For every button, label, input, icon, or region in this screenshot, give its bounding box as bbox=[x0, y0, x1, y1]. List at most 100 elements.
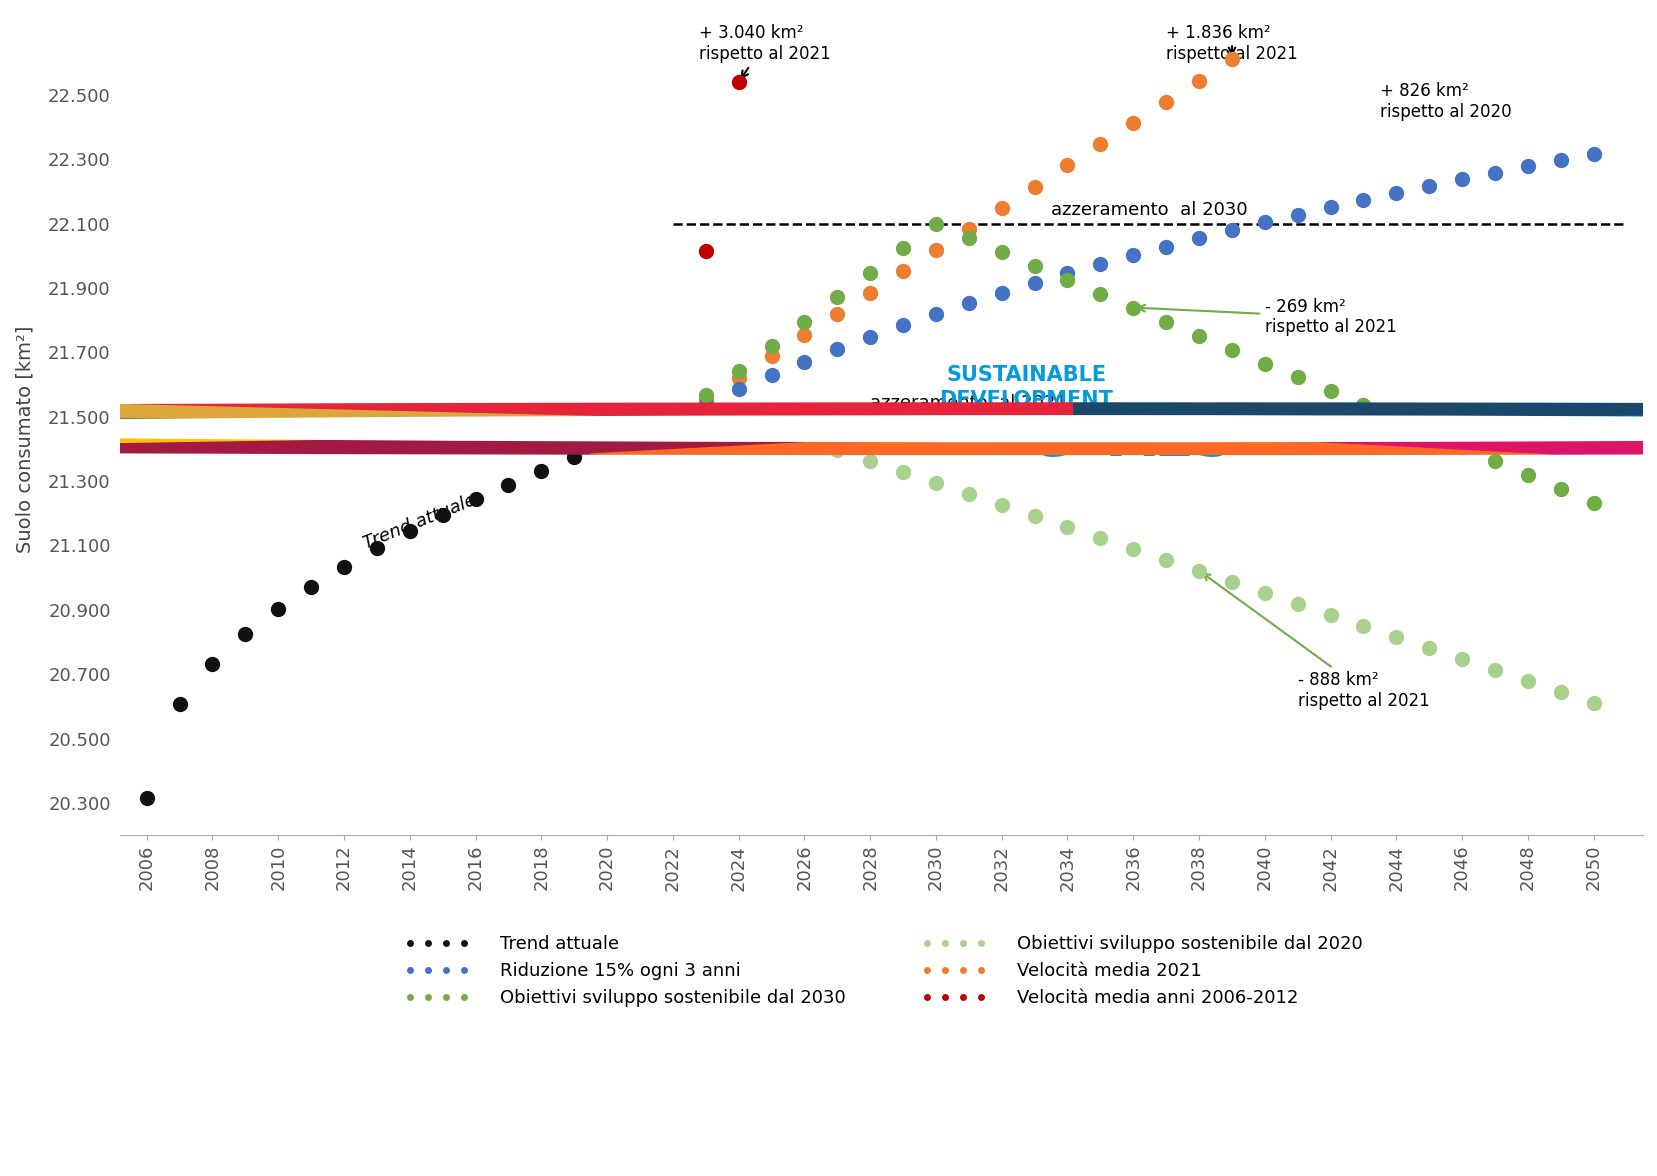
Point bbox=[1054, 263, 1080, 282]
Point bbox=[724, 368, 751, 387]
Point bbox=[790, 429, 817, 448]
Point bbox=[693, 389, 719, 408]
Point bbox=[1448, 649, 1475, 668]
Point bbox=[724, 73, 751, 92]
Point bbox=[1448, 169, 1475, 188]
Point bbox=[1481, 163, 1508, 182]
Point bbox=[1251, 583, 1278, 602]
Wedge shape bbox=[1074, 417, 1657, 429]
Point bbox=[857, 283, 883, 302]
Point bbox=[527, 461, 553, 480]
Point bbox=[1021, 274, 1047, 293]
Point bbox=[659, 410, 686, 429]
Point bbox=[1054, 517, 1080, 536]
Point bbox=[363, 539, 389, 557]
Point bbox=[1120, 114, 1147, 133]
Point bbox=[757, 338, 784, 356]
Point bbox=[1317, 606, 1344, 624]
Point bbox=[265, 600, 292, 619]
Point bbox=[560, 448, 587, 467]
Point bbox=[1546, 480, 1572, 499]
Point bbox=[1317, 198, 1344, 216]
Point bbox=[659, 410, 686, 429]
Point bbox=[1579, 693, 1606, 711]
Point bbox=[1152, 93, 1178, 112]
Wedge shape bbox=[0, 409, 1074, 429]
Point bbox=[1382, 410, 1408, 429]
Point bbox=[1481, 452, 1508, 470]
Point bbox=[1087, 528, 1114, 547]
Point bbox=[757, 419, 784, 437]
Point bbox=[954, 485, 981, 503]
Wedge shape bbox=[0, 427, 1074, 436]
Point bbox=[857, 452, 883, 470]
Point bbox=[1251, 213, 1278, 232]
Point bbox=[954, 228, 981, 247]
Point bbox=[824, 288, 850, 307]
Point bbox=[1152, 550, 1178, 569]
Wedge shape bbox=[1074, 429, 1657, 454]
Point bbox=[1415, 639, 1442, 657]
Point bbox=[1546, 682, 1572, 701]
Point bbox=[133, 789, 159, 808]
Text: SUSTAINABLE
DEVELOPMENT: SUSTAINABLE DEVELOPMENT bbox=[940, 366, 1112, 410]
Point bbox=[954, 294, 981, 313]
Point bbox=[988, 283, 1014, 302]
Point bbox=[724, 407, 751, 426]
Point bbox=[693, 386, 719, 405]
Point bbox=[988, 199, 1014, 218]
Wedge shape bbox=[1074, 429, 1657, 450]
Wedge shape bbox=[590, 429, 1556, 454]
Point bbox=[1579, 145, 1606, 163]
Point bbox=[330, 557, 356, 576]
Point bbox=[1349, 396, 1375, 415]
Point bbox=[1514, 671, 1541, 690]
Point bbox=[659, 410, 686, 429]
Point bbox=[693, 409, 719, 428]
Point bbox=[923, 473, 949, 492]
Point bbox=[1021, 178, 1047, 196]
Wedge shape bbox=[0, 405, 1074, 429]
Point bbox=[1218, 221, 1244, 240]
Point bbox=[1054, 270, 1080, 289]
Point bbox=[724, 361, 751, 380]
Point bbox=[1284, 205, 1311, 223]
Text: + 826 km²
rispetto al 2020: + 826 km² rispetto al 2020 bbox=[1379, 82, 1511, 121]
Legend: Trend attuale, Riduzione 15% ogni 3 anni, Obiettivi sviluppo sostenibile dal 203: Trend attuale, Riduzione 15% ogni 3 anni… bbox=[391, 926, 1370, 1016]
Text: azzeramento  al 2021: azzeramento al 2021 bbox=[870, 394, 1065, 412]
Point bbox=[1087, 285, 1114, 303]
Wedge shape bbox=[1074, 429, 1657, 445]
Point bbox=[1218, 340, 1244, 359]
Point bbox=[857, 263, 883, 282]
Point bbox=[1448, 437, 1475, 456]
Wedge shape bbox=[0, 429, 1074, 450]
Circle shape bbox=[0, 416, 1657, 441]
Wedge shape bbox=[1074, 427, 1657, 436]
Point bbox=[166, 694, 192, 713]
Point bbox=[790, 326, 817, 345]
Point bbox=[693, 395, 719, 414]
Point bbox=[988, 242, 1014, 261]
Point bbox=[199, 655, 225, 674]
Point bbox=[790, 313, 817, 332]
Point bbox=[890, 239, 916, 258]
Point bbox=[495, 475, 522, 494]
Point bbox=[298, 577, 325, 596]
Point bbox=[1152, 238, 1178, 256]
Point bbox=[1481, 660, 1508, 679]
Point bbox=[232, 624, 258, 643]
Point bbox=[659, 410, 686, 429]
Point bbox=[1415, 176, 1442, 195]
Point bbox=[396, 521, 423, 540]
Wedge shape bbox=[0, 417, 1074, 429]
Point bbox=[1021, 507, 1047, 526]
Point bbox=[1120, 540, 1147, 559]
Point bbox=[1185, 326, 1211, 345]
Point bbox=[1317, 382, 1344, 401]
Point bbox=[954, 220, 981, 239]
Point bbox=[890, 462, 916, 481]
Text: azzeramento  al 2030: azzeramento al 2030 bbox=[1051, 201, 1248, 219]
Point bbox=[693, 241, 719, 260]
Wedge shape bbox=[123, 403, 1074, 429]
Point bbox=[1415, 425, 1442, 443]
